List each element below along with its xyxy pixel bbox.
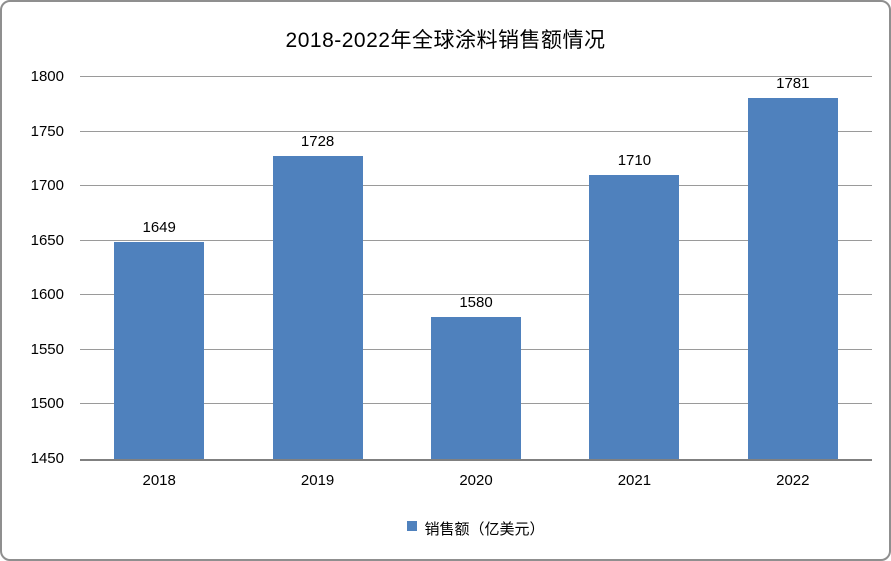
gridline [80, 76, 872, 77]
legend-swatch-icon [407, 521, 418, 532]
legend-label: 销售额（亿美元） [424, 521, 545, 538]
y-tick-label: 1650 [30, 231, 64, 249]
x-axis-label: 2018 [142, 472, 176, 489]
y-axis: 1450 1500 1550 1600 1650 1700 1750 1800 [2, 68, 68, 467]
gridline [80, 239, 872, 241]
y-tick-label: 1550 [30, 340, 64, 358]
x-axis-label: 2019 [300, 472, 335, 489]
bar-2020 [431, 317, 521, 459]
y-tick-label: 1700 [30, 177, 64, 195]
y-tick-label: 1600 [30, 286, 64, 304]
y-tick-label: 1450 [30, 450, 64, 467]
plot-area: 1649 1728 1580 1710 1781 [80, 74, 872, 461]
bar-value-label: 1649 [142, 218, 176, 236]
chart-title: 2018-2022年全球涂料销售额情况 [285, 29, 606, 52]
y-tick-label: 1800 [30, 68, 64, 85]
x-axis-label: 2022 [776, 472, 810, 489]
bar-2021 [589, 175, 680, 459]
x-axis-label: 2020 [459, 472, 493, 489]
legend: 销售额（亿美元） [80, 518, 872, 539]
bar-2018 [114, 241, 205, 459]
x-axis: 2018 2019 2020 2021 2022 [80, 469, 872, 493]
bar-value-label: 1728 [300, 132, 335, 150]
gridline [80, 294, 872, 296]
gridline [80, 185, 872, 187]
gridline [80, 130, 872, 132]
bar-2022 [747, 97, 838, 459]
bar-2019 [272, 155, 363, 459]
y-tick-label: 1750 [30, 122, 64, 140]
bar-value-label: 1781 [776, 74, 810, 92]
x-axis-label: 2021 [617, 472, 652, 489]
y-tick-label: 1500 [30, 395, 64, 413]
bar-value-label: 1580 [459, 294, 493, 312]
bar-value-label: 1710 [617, 152, 652, 170]
